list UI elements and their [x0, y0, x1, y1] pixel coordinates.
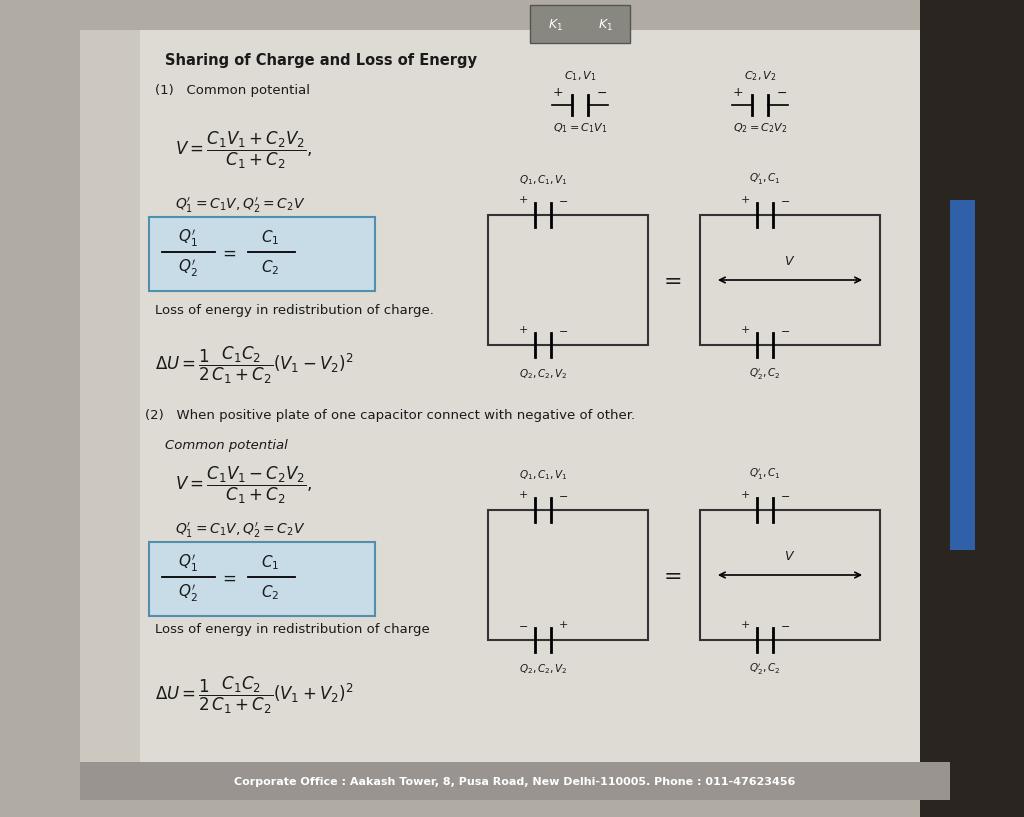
Text: +: + [518, 325, 527, 335]
Text: +: + [740, 195, 750, 205]
Text: (1)   Common potential: (1) Common potential [155, 83, 310, 96]
FancyBboxPatch shape [150, 542, 375, 616]
FancyBboxPatch shape [80, 30, 140, 780]
Text: +: + [733, 86, 743, 99]
Text: +: + [740, 620, 750, 630]
Text: Loss of energy in redistribution of charge.: Loss of energy in redistribution of char… [155, 303, 434, 316]
Text: $Q_2, C_2, V_2$: $Q_2, C_2, V_2$ [518, 662, 567, 676]
Text: $K_1$: $K_1$ [548, 17, 562, 33]
Text: $Q_1, C_1, V_1$: $Q_1, C_1, V_1$ [518, 173, 567, 187]
Text: +: + [740, 490, 750, 500]
Text: Sharing of Charge and Loss of Energy: Sharing of Charge and Loss of Energy [165, 52, 477, 68]
Text: $-$: $-$ [780, 490, 791, 500]
Text: $\Delta U = \dfrac{1}{2}\dfrac{C_1C_2}{C_1+C_2}(V_1-V_2)^2$: $\Delta U = \dfrac{1}{2}\dfrac{C_1C_2}{C… [155, 345, 353, 386]
Text: $Q_2 = C_2V_2$: $Q_2 = C_2V_2$ [733, 121, 787, 135]
Text: $C_2$: $C_2$ [261, 583, 280, 602]
Text: $-$: $-$ [558, 325, 568, 335]
Text: $\Delta U = \dfrac{1}{2}\dfrac{C_1C_2}{C_1+C_2}(V_1+V_2)^2$: $\Delta U = \dfrac{1}{2}\dfrac{C_1C_2}{C… [155, 674, 353, 716]
Text: $C_2$: $C_2$ [261, 259, 280, 277]
Text: +: + [553, 86, 563, 99]
Text: $Q_1, C_1, V_1$: $Q_1, C_1, V_1$ [518, 468, 567, 482]
Text: $C_1$: $C_1$ [261, 229, 280, 248]
Text: Corporate Office : Aakash Tower, 8, Pusa Road, New Delhi-110005. Phone : 011-476: Corporate Office : Aakash Tower, 8, Pusa… [234, 777, 796, 787]
Text: $Q_2', C_2$: $Q_2', C_2$ [750, 367, 780, 382]
Text: $C_2, V_2$: $C_2, V_2$ [743, 69, 776, 83]
Text: $Q_2'$: $Q_2'$ [178, 257, 198, 279]
Text: $-$: $-$ [780, 620, 791, 630]
Text: $-$: $-$ [780, 195, 791, 205]
Text: $Q_1' = C_1V, Q_2' = C_2V$: $Q_1' = C_1V, Q_2' = C_2V$ [175, 195, 305, 215]
Text: $Q_1', C_1$: $Q_1', C_1$ [750, 467, 781, 482]
Text: Common potential: Common potential [165, 439, 288, 452]
Text: $Q_1', C_1$: $Q_1', C_1$ [750, 172, 781, 187]
Text: $Q_1' = C_1V, Q_2' = C_2V$: $Q_1' = C_1V, Q_2' = C_2V$ [175, 520, 305, 539]
FancyBboxPatch shape [920, 0, 1024, 817]
Text: (2)   When positive plate of one capacitor connect with negative of other.: (2) When positive plate of one capacitor… [145, 408, 635, 422]
Text: $=$: $=$ [219, 569, 237, 587]
Text: $-$: $-$ [558, 195, 568, 205]
Text: +: + [518, 195, 527, 205]
FancyBboxPatch shape [950, 200, 975, 550]
Text: $C_1$: $C_1$ [261, 554, 280, 573]
Text: $Q_2', C_2$: $Q_2', C_2$ [750, 662, 780, 677]
Text: $=$: $=$ [658, 565, 681, 585]
Text: $Q_1 = C_1V_1$: $Q_1 = C_1V_1$ [553, 121, 607, 135]
Text: +: + [518, 490, 527, 500]
Text: +: + [740, 325, 750, 335]
Text: $K_1$: $K_1$ [598, 17, 612, 33]
Text: $-$: $-$ [776, 86, 787, 99]
Text: $V = \dfrac{C_1V_1 + C_2V_2}{C_1 + C_2},$: $V = \dfrac{C_1V_1 + C_2V_2}{C_1 + C_2},… [175, 129, 312, 171]
Text: $-$: $-$ [596, 86, 607, 99]
Text: $-$: $-$ [518, 620, 528, 630]
FancyBboxPatch shape [80, 30, 950, 780]
FancyBboxPatch shape [80, 762, 950, 800]
Text: $Q_2'$: $Q_2'$ [178, 583, 198, 604]
Text: $V$: $V$ [784, 550, 796, 563]
Text: +: + [558, 620, 567, 630]
Text: $-$: $-$ [780, 325, 791, 335]
Text: $Q_2, C_2, V_2$: $Q_2, C_2, V_2$ [518, 367, 567, 381]
Text: $C_1, V_1$: $C_1, V_1$ [564, 69, 596, 83]
Text: $V = \dfrac{C_1V_1 - C_2V_2}{C_1 + C_2},$: $V = \dfrac{C_1V_1 - C_2V_2}{C_1 + C_2},… [175, 464, 312, 506]
FancyBboxPatch shape [530, 5, 630, 43]
Text: $=$: $=$ [658, 270, 681, 290]
Text: $Q_1'$: $Q_1'$ [178, 227, 198, 248]
Text: $=$: $=$ [219, 244, 237, 262]
Text: $Q_1'$: $Q_1'$ [178, 552, 198, 574]
Text: $-$: $-$ [558, 490, 568, 500]
FancyBboxPatch shape [150, 217, 375, 291]
Text: $V$: $V$ [784, 255, 796, 268]
Text: Loss of energy in redistribution of charge: Loss of energy in redistribution of char… [155, 623, 430, 636]
